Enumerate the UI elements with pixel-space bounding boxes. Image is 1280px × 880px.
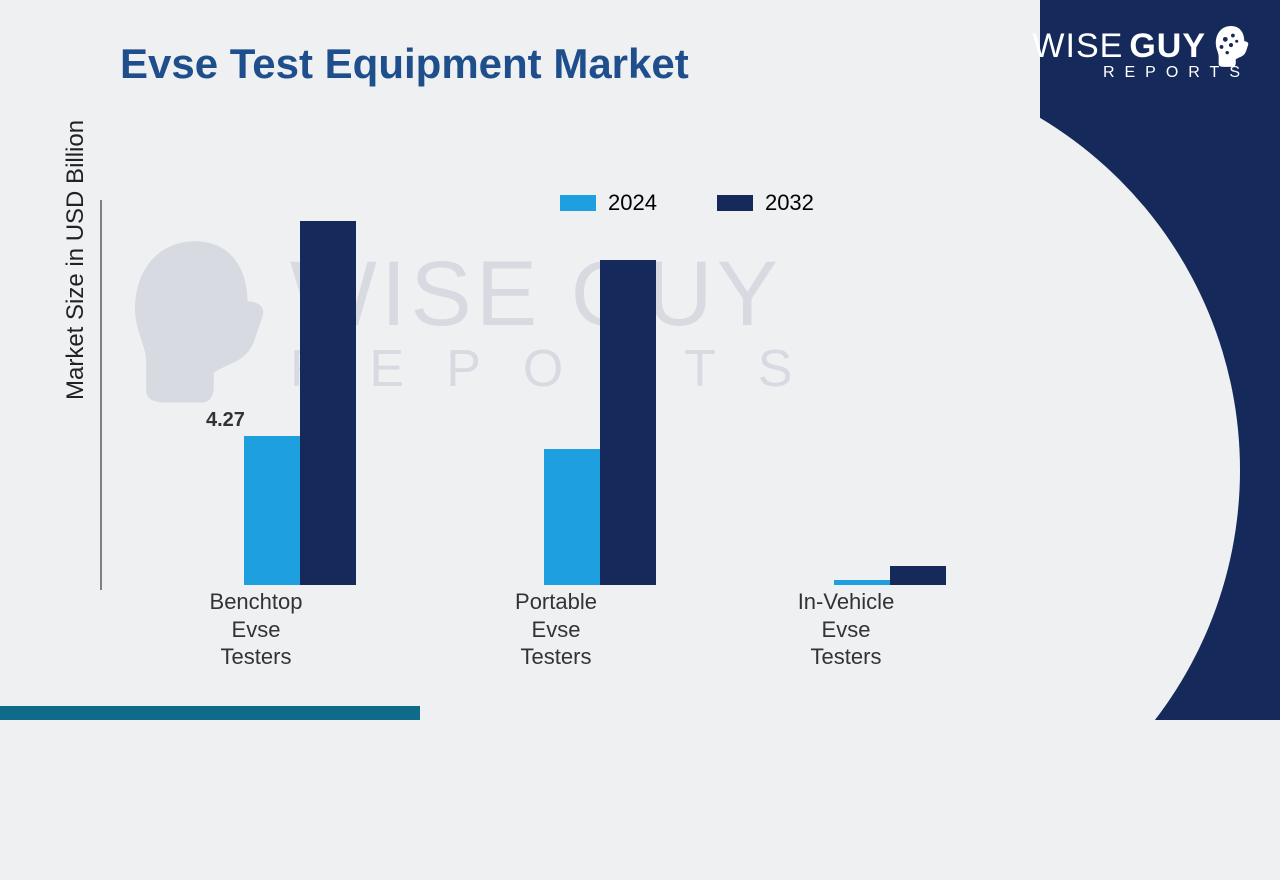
bar — [890, 566, 946, 585]
head-icon — [1212, 24, 1250, 68]
y-axis-line — [100, 200, 102, 590]
bar-group — [790, 566, 990, 585]
bar — [244, 436, 300, 585]
brand-reports: REPORTS — [1032, 64, 1250, 82]
brand-wise: WISE — [1032, 27, 1123, 66]
brand-logo: WISE GUY REPORTS — [1032, 24, 1250, 82]
y-axis-label: Market Size in USD Billion — [62, 120, 90, 400]
x-axis-label: BenchtopEvseTesters — [156, 588, 356, 671]
chart-area: 4.27 — [110, 200, 1010, 585]
x-axis-label: In-VehicleEvseTesters — [746, 588, 946, 671]
bar — [834, 580, 890, 585]
brand-guy: GUY — [1129, 27, 1206, 66]
bottom-strip — [0, 706, 420, 720]
bar — [600, 260, 656, 586]
x-axis-label: PortableEvseTesters — [456, 588, 656, 671]
bar-group: 4.27 — [200, 221, 400, 585]
bar-value-label: 4.27 — [206, 409, 245, 432]
bar-group — [500, 260, 700, 586]
bar — [300, 221, 356, 585]
chart-title: Evse Test Equipment Market — [120, 40, 689, 88]
bar — [544, 449, 600, 586]
